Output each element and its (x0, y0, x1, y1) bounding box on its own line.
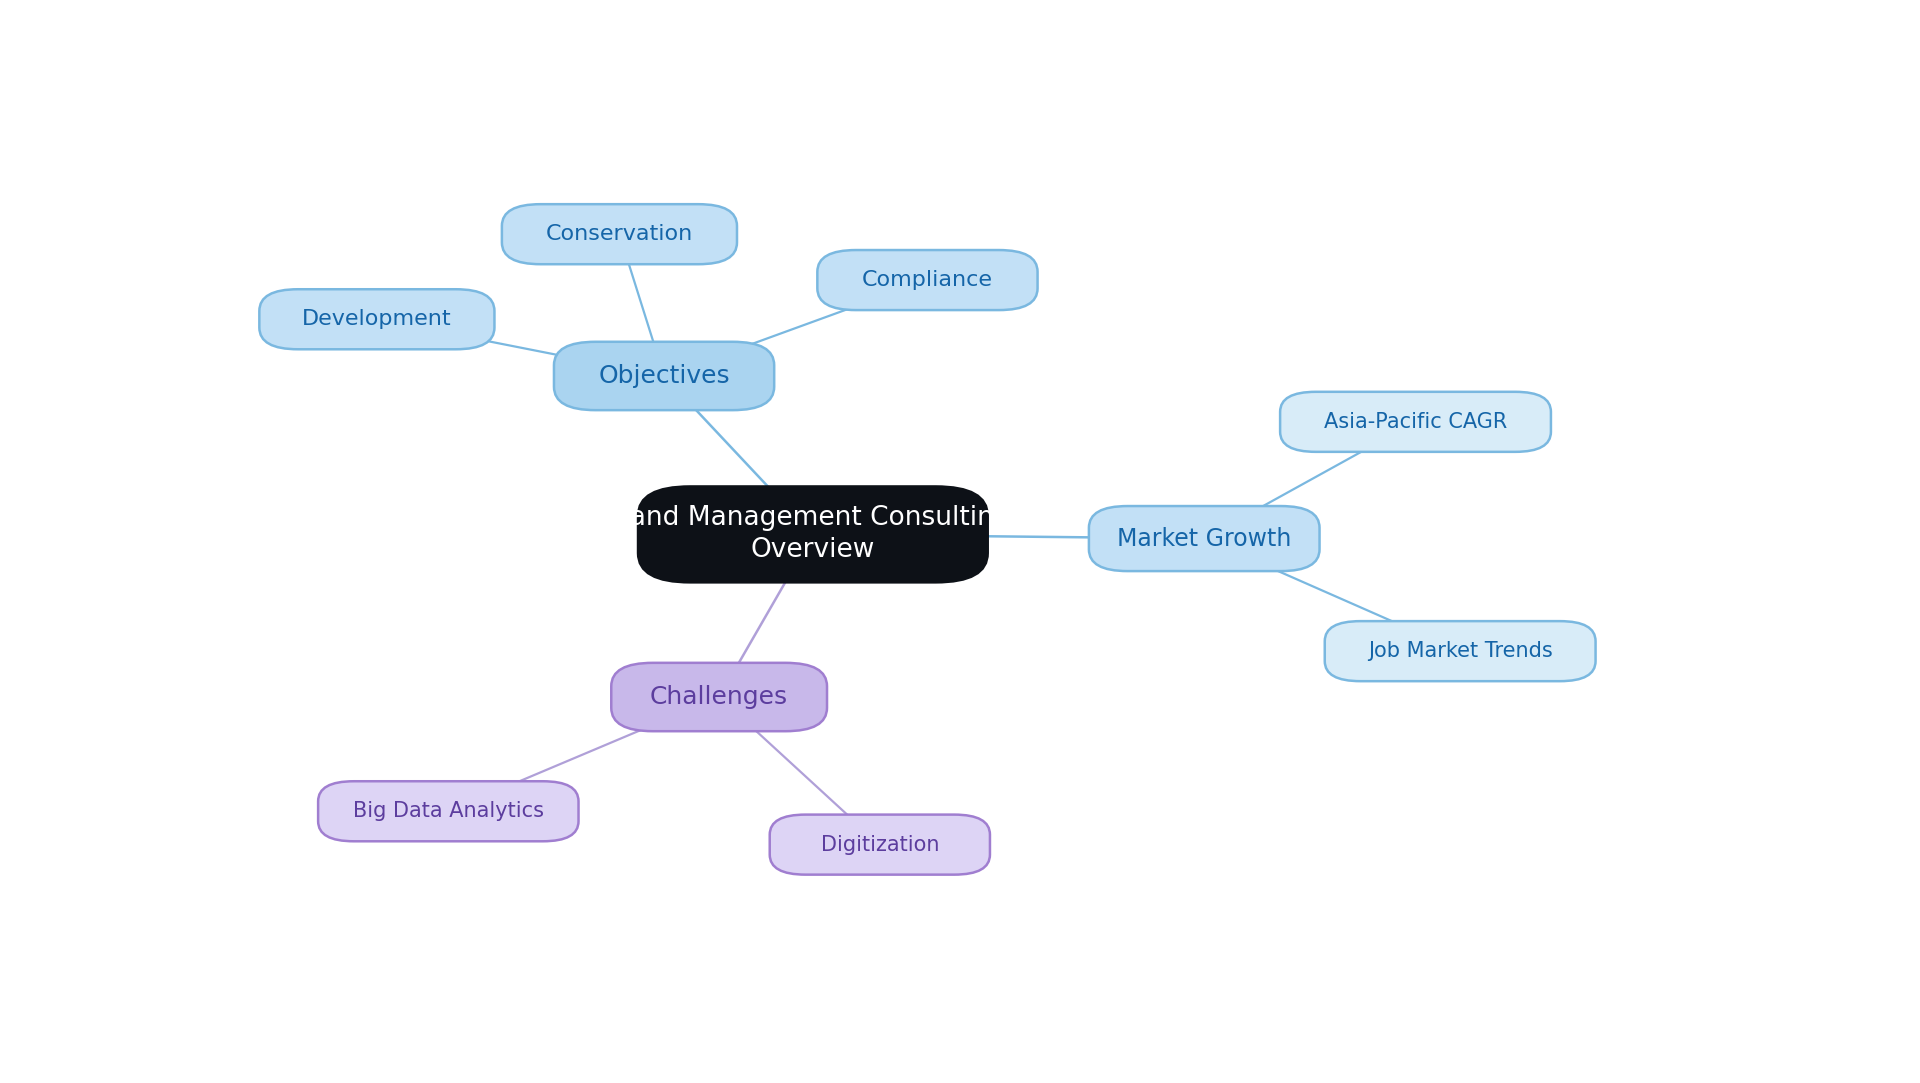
Text: Land Management Consulting
Overview: Land Management Consulting Overview (614, 506, 1010, 563)
FancyBboxPatch shape (818, 250, 1037, 310)
FancyBboxPatch shape (259, 289, 495, 350)
Text: Asia-Pacific CAGR: Asia-Pacific CAGR (1325, 412, 1507, 432)
Text: Market Growth: Market Growth (1117, 526, 1292, 550)
Text: Conservation: Conservation (545, 224, 693, 244)
FancyBboxPatch shape (1089, 506, 1319, 571)
FancyBboxPatch shape (1325, 622, 1596, 681)
FancyBboxPatch shape (319, 781, 578, 841)
FancyBboxPatch shape (501, 205, 737, 264)
FancyBboxPatch shape (770, 814, 991, 875)
FancyBboxPatch shape (1281, 392, 1551, 452)
Text: Development: Development (301, 310, 451, 329)
FancyBboxPatch shape (555, 342, 774, 410)
FancyBboxPatch shape (637, 486, 987, 583)
Text: Big Data Analytics: Big Data Analytics (353, 801, 543, 821)
Text: Challenges: Challenges (651, 686, 789, 709)
Text: Digitization: Digitization (820, 835, 939, 854)
FancyBboxPatch shape (611, 663, 828, 731)
Text: Compliance: Compliance (862, 270, 993, 290)
Text: Objectives: Objectives (599, 364, 730, 388)
Text: Job Market Trends: Job Market Trends (1367, 641, 1553, 661)
